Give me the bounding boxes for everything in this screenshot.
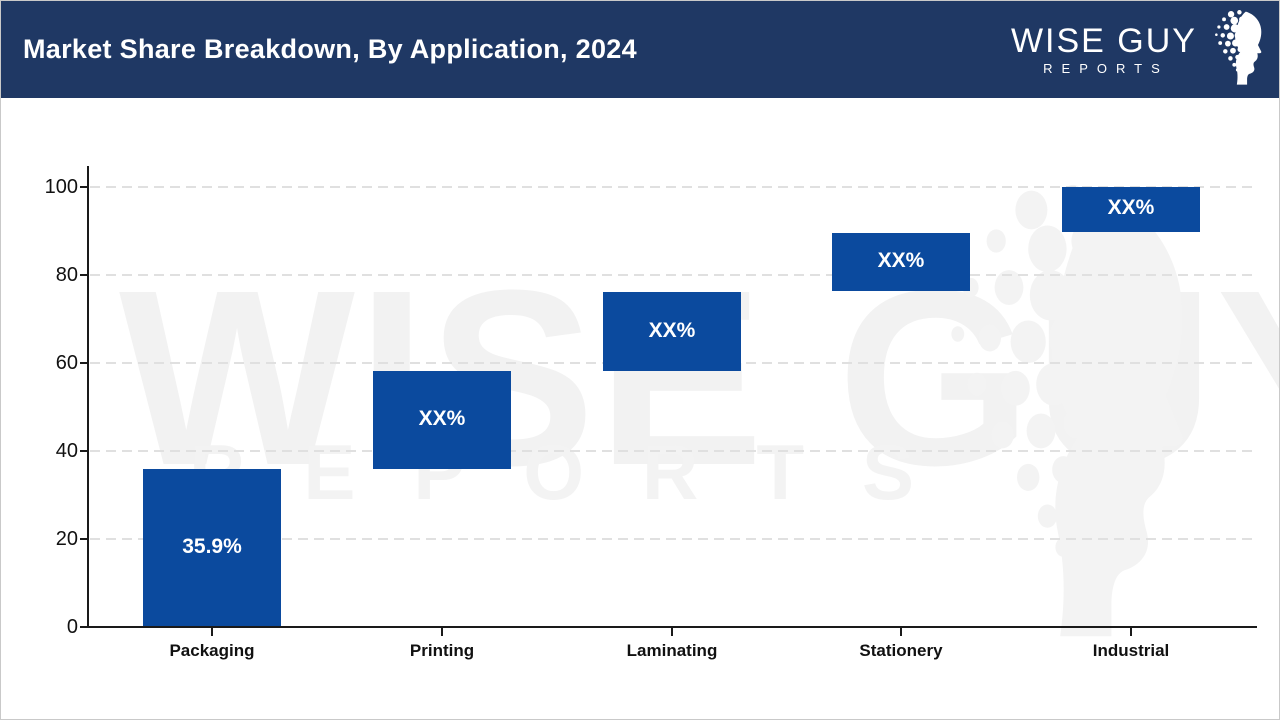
bar-laminating [603,292,741,371]
ytick-mark [80,626,88,628]
gridline-y80 [90,274,1257,276]
gridline-y40 [90,450,1257,452]
ytick-label: 60 [55,352,78,374]
ytick-label: 100 [44,176,78,198]
bar-printing [373,370,511,470]
x-axis [87,626,1257,628]
xtick-label-printing: Printing [409,641,475,660]
xtick-label-stationery: Stationery [859,641,943,660]
ytick-label: 40 [55,440,78,462]
ytick-label: 0 [66,616,78,638]
y-axis [87,166,89,628]
gridline-y100 [90,186,1257,188]
xtick-mark [671,628,673,636]
header-bar: Market Share Breakdown, By Application, … [1,1,1279,98]
ytick-mark [80,186,88,188]
brand-logo: WISE GUY REPORTS [1011,9,1265,91]
xtick-label-laminating: Laminating [626,641,718,660]
brand-name: WISE GUY [1010,21,1197,60]
ytick-mark [80,362,88,364]
ytick-label: 80 [55,264,78,286]
bar-value-label: XX% [1107,196,1155,220]
bar-stationery [832,232,970,291]
bar-industrial [1062,187,1200,232]
ytick-mark [80,450,88,452]
ytick-label: 20 [55,528,78,550]
ytick-mark [80,538,88,540]
bar-packaging [143,469,281,627]
gridline-y20 [90,538,1257,540]
bar-value-label: XX% [877,248,925,272]
ytick-mark [80,274,88,276]
xtick-mark [211,628,213,636]
watermark-text-line2: REPORTS [189,428,973,516]
xtick-mark [441,628,443,636]
bar-value-label: XX% [648,318,696,342]
xtick-label-industrial: Industrial [1092,641,1170,660]
xtick-label-packaging: Packaging [169,641,255,660]
bar-value-label: 35.9% [182,535,242,559]
brand-subtitle: REPORTS [1043,60,1169,76]
bar-value-label: XX% [418,406,466,430]
page-title: Market Share Breakdown, By Application, … [23,34,637,64]
xtick-mark [900,628,902,636]
xtick-mark [1130,628,1132,636]
brand-logo-text: WISE GUY REPORTS [1011,24,1197,76]
